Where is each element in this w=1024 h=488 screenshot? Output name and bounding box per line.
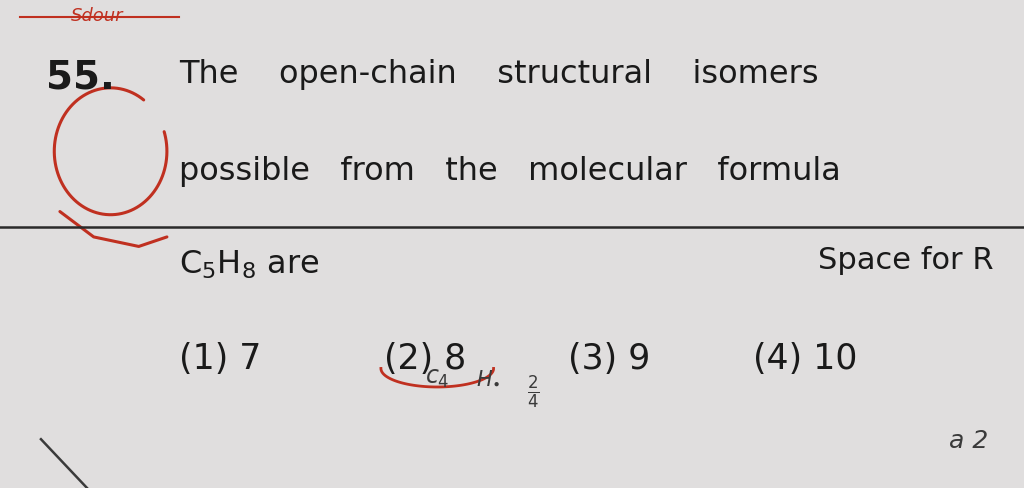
Text: (3) 9: (3) 9 <box>568 342 650 376</box>
Text: C$_5$H$_8$ are: C$_5$H$_8$ are <box>179 249 319 281</box>
Text: $c_4$: $c_4$ <box>425 366 450 390</box>
Text: (4) 10: (4) 10 <box>753 342 857 376</box>
Text: $\frac{2}{4}$: $\frac{2}{4}$ <box>527 373 540 411</box>
Text: The    open-chain    structural    isomers: The open-chain structural isomers <box>179 59 819 90</box>
Text: 55.: 55. <box>46 59 115 97</box>
Text: (1) 7: (1) 7 <box>179 342 261 376</box>
Text: a 2: a 2 <box>949 429 988 453</box>
Text: (2) 8: (2) 8 <box>384 342 466 376</box>
Text: Sdour: Sdour <box>71 7 124 25</box>
Text: Space for R: Space for R <box>817 246 993 275</box>
Text: $H_{\bullet}$: $H_{\bullet}$ <box>476 368 501 388</box>
Text: possible   from   the   molecular   formula: possible from the molecular formula <box>179 156 841 187</box>
